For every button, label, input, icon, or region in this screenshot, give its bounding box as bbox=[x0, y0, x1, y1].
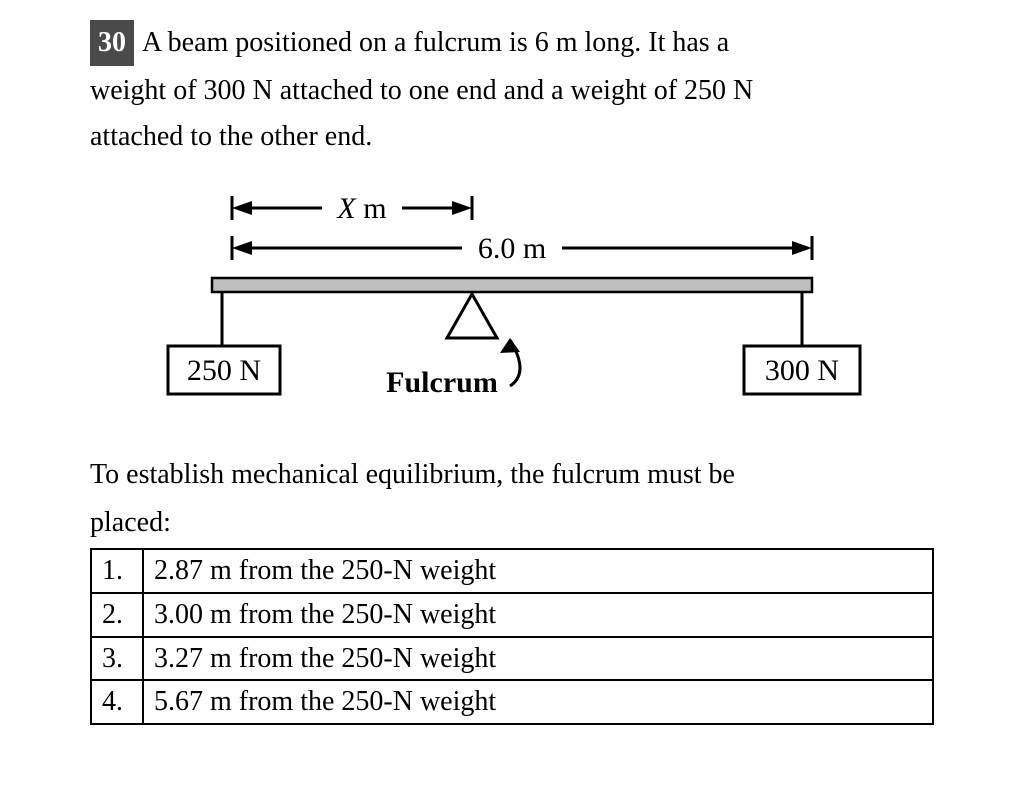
table-row: 4. 5.67 m from the 250-N weight bbox=[91, 680, 933, 724]
answers-table: 1. 2.87 m from the 250-N weight 2. 3.00 … bbox=[90, 548, 934, 725]
question-paragraph-1: 30 A beam positioned on a fulcrum is 6 m … bbox=[90, 20, 934, 66]
beam-svg: X m 6.0 m bbox=[162, 178, 862, 438]
answer-number: 1. bbox=[91, 549, 143, 593]
beam bbox=[212, 278, 812, 292]
question-cont-line1: To establish mechanical equilibrium, the… bbox=[90, 454, 934, 496]
left-weight-group: 250 N bbox=[168, 292, 280, 394]
question-line-1: A beam positioned on a fulcrum is 6 m lo… bbox=[142, 27, 729, 58]
right-weight-group: 300 N bbox=[744, 292, 860, 394]
question-continuation: To establish mechanical equilibrium, the… bbox=[90, 454, 934, 544]
answer-number: 3. bbox=[91, 637, 143, 681]
question-cont-line2: placed: bbox=[90, 502, 934, 544]
answer-text: 3.00 m from the 250-N weight bbox=[143, 593, 933, 637]
fulcrum-label: Fulcrum bbox=[386, 366, 498, 399]
table-row: 3. 3.27 m from the 250-N weight bbox=[91, 637, 933, 681]
dim-x-unit: m bbox=[356, 192, 387, 225]
answer-text: 2.87 m from the 250-N weight bbox=[143, 549, 933, 593]
question-number-badge: 30 bbox=[90, 20, 134, 66]
answer-text: 3.27 m from the 250-N weight bbox=[143, 637, 933, 681]
question-line-2: weight of 300 N attached to one end and … bbox=[90, 70, 934, 112]
fulcrum-triangle bbox=[447, 294, 497, 338]
question-line-3: attached to the other end. bbox=[90, 116, 934, 158]
table-row: 1. 2.87 m from the 250-N weight bbox=[91, 549, 933, 593]
dim-x-italic: X bbox=[336, 192, 357, 225]
right-weight-label: 300 N bbox=[765, 354, 839, 387]
beam-diagram: X m 6.0 m bbox=[162, 178, 862, 438]
dim-total-label: 6.0 m bbox=[478, 232, 546, 265]
question-text-block: 30 A beam positioned on a fulcrum is 6 m … bbox=[90, 20, 934, 158]
dimension-x: X m bbox=[232, 192, 472, 225]
answer-number: 2. bbox=[91, 593, 143, 637]
answer-text: 5.67 m from the 250-N weight bbox=[143, 680, 933, 724]
answer-number: 4. bbox=[91, 680, 143, 724]
left-weight-label: 250 N bbox=[187, 354, 261, 387]
fulcrum-label-group: Fulcrum bbox=[386, 338, 520, 399]
page-container: 30 A beam positioned on a fulcrum is 6 m … bbox=[0, 0, 1024, 765]
svg-text:X m: X m bbox=[336, 192, 386, 225]
dimension-total: 6.0 m bbox=[232, 232, 812, 265]
table-row: 2. 3.00 m from the 250-N weight bbox=[91, 593, 933, 637]
